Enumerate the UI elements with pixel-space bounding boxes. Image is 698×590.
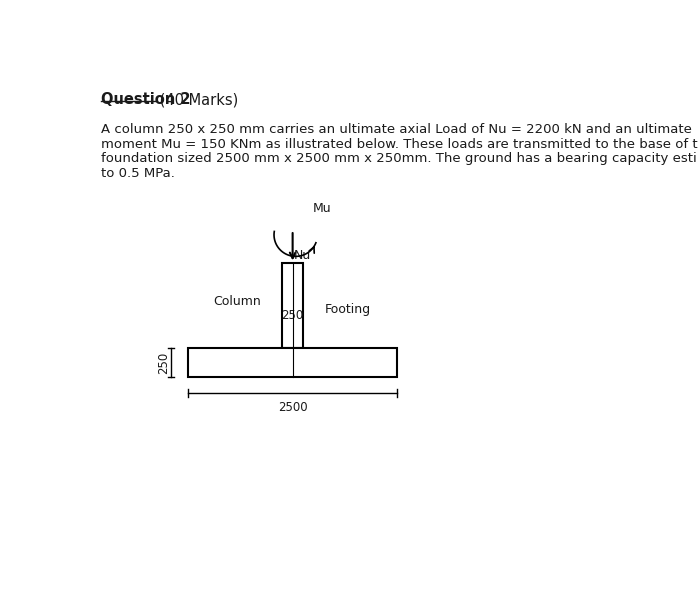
Text: Column: Column bbox=[214, 295, 261, 308]
Text: moment Mu = 150 KNm as illustrated below. These loads are transmitted to the bas: moment Mu = 150 KNm as illustrated below… bbox=[101, 138, 698, 151]
Bar bbox=[188, 348, 397, 377]
Text: Mu: Mu bbox=[313, 202, 332, 215]
Text: foundation sized 2500 mm x 2500 mm x 250mm. The ground has a bearing capacity es: foundation sized 2500 mm x 2500 mm x 250… bbox=[101, 152, 698, 165]
Text: 250: 250 bbox=[281, 309, 303, 322]
Text: to 0.5 MPa.: to 0.5 MPa. bbox=[101, 167, 175, 180]
Text: (40 Marks): (40 Marks) bbox=[156, 93, 239, 107]
Text: Nu: Nu bbox=[294, 248, 311, 262]
Text: Footing: Footing bbox=[325, 303, 371, 316]
Text: A column 250 x 250 mm carries an ultimate axial Load of Nu = 2200 kN and an ulti: A column 250 x 250 mm carries an ultimat… bbox=[101, 123, 692, 136]
Text: 2500: 2500 bbox=[278, 401, 307, 414]
Text: Question 2: Question 2 bbox=[101, 93, 191, 107]
Bar bbox=[282, 263, 303, 348]
Text: 250: 250 bbox=[158, 352, 170, 373]
